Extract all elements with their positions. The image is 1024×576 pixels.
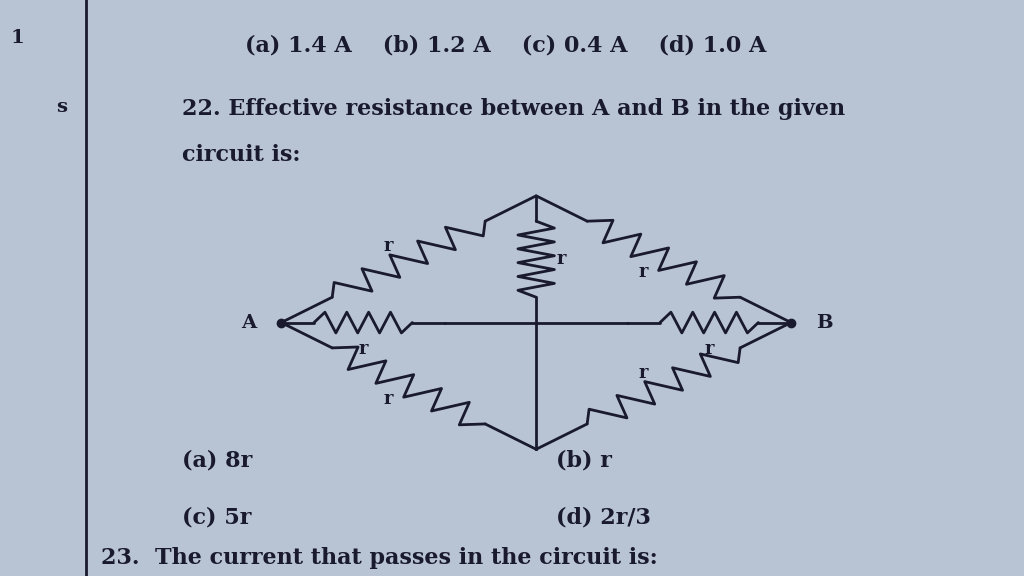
Text: (c) 5r: (c) 5r [182, 507, 252, 529]
Text: 23.  The current that passes in the circuit is:: 23. The current that passes in the circu… [101, 547, 657, 569]
Text: (a) 8r: (a) 8r [182, 449, 252, 471]
Text: (b) r: (b) r [556, 449, 612, 471]
Text: r: r [384, 237, 393, 255]
Text: s: s [55, 98, 67, 116]
Text: A: A [241, 313, 256, 332]
Text: 22. Effective resistance between A and B in the given: 22. Effective resistance between A and B… [182, 98, 845, 120]
Text: (d) 2r/3: (d) 2r/3 [556, 507, 651, 529]
Text: circuit is:: circuit is: [182, 144, 301, 166]
Text: r: r [705, 340, 714, 358]
Text: r: r [358, 340, 368, 358]
Text: B: B [816, 313, 833, 332]
Text: r: r [639, 364, 648, 382]
Text: r: r [556, 250, 566, 268]
Text: r: r [384, 390, 393, 408]
Text: 1: 1 [10, 29, 24, 47]
Text: (a) 1.4 A    (b) 1.2 A    (c) 0.4 A    (d) 1.0 A: (a) 1.4 A (b) 1.2 A (c) 0.4 A (d) 1.0 A [245, 35, 767, 56]
Text: r: r [639, 263, 648, 281]
